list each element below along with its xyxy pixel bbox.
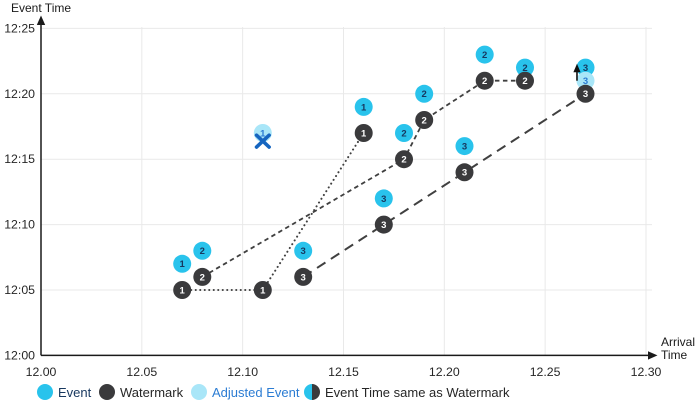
x-axis-arrow-icon [648,351,658,360]
legend-event-swatch-icon [37,384,53,400]
x-tick-label: 12.30 [631,365,662,379]
event-marker-2: 2 [193,241,212,260]
svg-text:2: 2 [522,63,527,74]
svg-text:1: 1 [260,285,266,296]
svg-text:1: 1 [361,102,367,113]
event-marker-2: 2 [516,58,534,77]
svg-text:2: 2 [200,272,205,283]
y-axis-title: Event Time [11,1,72,15]
watermark-marker-3: 3 [294,267,313,286]
event-marker-2: 2 [415,84,434,103]
watermark-line-2 [201,79,525,278]
watermark-marker-2: 2 [415,111,434,129]
x-tick-label: 12.25 [530,365,561,379]
dropped-event-x-icon [254,133,271,149]
y-tick-label: 12:15 [4,152,35,166]
svg-text:1: 1 [180,259,186,270]
watermark-marker-2: 2 [395,150,413,169]
svg-text:2: 2 [422,115,427,126]
y-axis-arrow-icon [36,15,46,25]
svg-text:1: 1 [180,285,186,296]
svg-text:3: 3 [583,63,588,74]
event-marker-3: 3 [294,241,313,260]
event-marker-3: 3 [374,189,393,208]
legend-label: Adjusted Event [212,384,300,400]
y-tick-label: 12:25 [4,21,35,35]
x-tick-label: 12.05 [126,365,157,379]
svg-text:2: 2 [522,76,527,87]
legend-item-adjusted: Adjusted Event [191,384,299,400]
x-tick-label: 12.00 [26,365,57,379]
event-marker-1: 1 [173,254,192,273]
watermark-marker-2: 2 [193,267,212,286]
y-tick-label: 12:05 [4,283,35,297]
event-marker-2: 2 [395,124,413,142]
event-marker-3: 3 [576,58,595,77]
svg-text:3: 3 [462,142,467,153]
legend-label: Watermark [120,384,184,400]
y-tick-label: 12:00 [4,348,35,362]
x-axis-title-line2: Time [661,348,688,362]
watermark-marker-3: 3 [374,215,393,234]
svg-text:3: 3 [381,220,386,231]
svg-text:2: 2 [482,50,487,61]
x-tick-label: 12.10 [227,365,258,379]
svg-text:1: 1 [260,128,266,139]
event-marker-3: 3 [455,137,474,156]
watermark-marker-1: 1 [354,124,373,142]
adjusted-event-marker-3: 3 [576,71,595,90]
svg-text:3: 3 [462,168,467,179]
watermark-line-3 [302,92,587,278]
svg-text:3: 3 [381,194,386,205]
x-tick-label: 12.15 [328,365,359,379]
watermark-line-1 [181,132,365,291]
svg-text:2: 2 [401,155,406,166]
y-tick-label: 12:20 [4,87,35,101]
svg-text:2: 2 [482,76,487,87]
legend-label: Event Time same as Watermark [325,384,510,400]
watermark-marker-3: 3 [455,163,474,182]
adjustment-up-arrow-icon [573,63,581,81]
svg-text:2: 2 [401,128,406,139]
watermark-marker-1: 1 [173,281,192,299]
legend-label: Event [58,384,92,400]
event-marker-1: 1 [354,97,373,116]
x-axis-title: Arrival Time [661,336,695,362]
svg-text:2: 2 [422,89,427,100]
legend-item-watermark: Watermark [99,384,183,400]
svg-text:1: 1 [361,128,367,139]
svg-text:3: 3 [583,76,588,87]
svg-text:2: 2 [200,246,205,257]
legend-item-event: Event [37,384,91,400]
watermark-marker-3: 3 [576,84,595,103]
x-axis-title-line1: Arrival [661,335,696,349]
svg-text:3: 3 [301,272,306,283]
svg-text:3: 3 [583,89,588,100]
legend-half-swatch-icon [304,384,320,400]
watermark-marker-2: 2 [516,71,534,90]
legend-adjusted-swatch-icon [191,384,207,400]
x-tick-label: 12.20 [429,365,460,379]
event-marker-2: 2 [475,45,494,64]
watermark-marker-1: 1 [253,281,272,299]
svg-text:3: 3 [301,246,306,257]
watermark-marker-2: 2 [475,71,494,90]
legend-watermark-swatch-icon [99,384,115,400]
legend-item-half: Event Time same as Watermark [304,384,509,400]
y-tick-label: 12:10 [4,218,35,232]
